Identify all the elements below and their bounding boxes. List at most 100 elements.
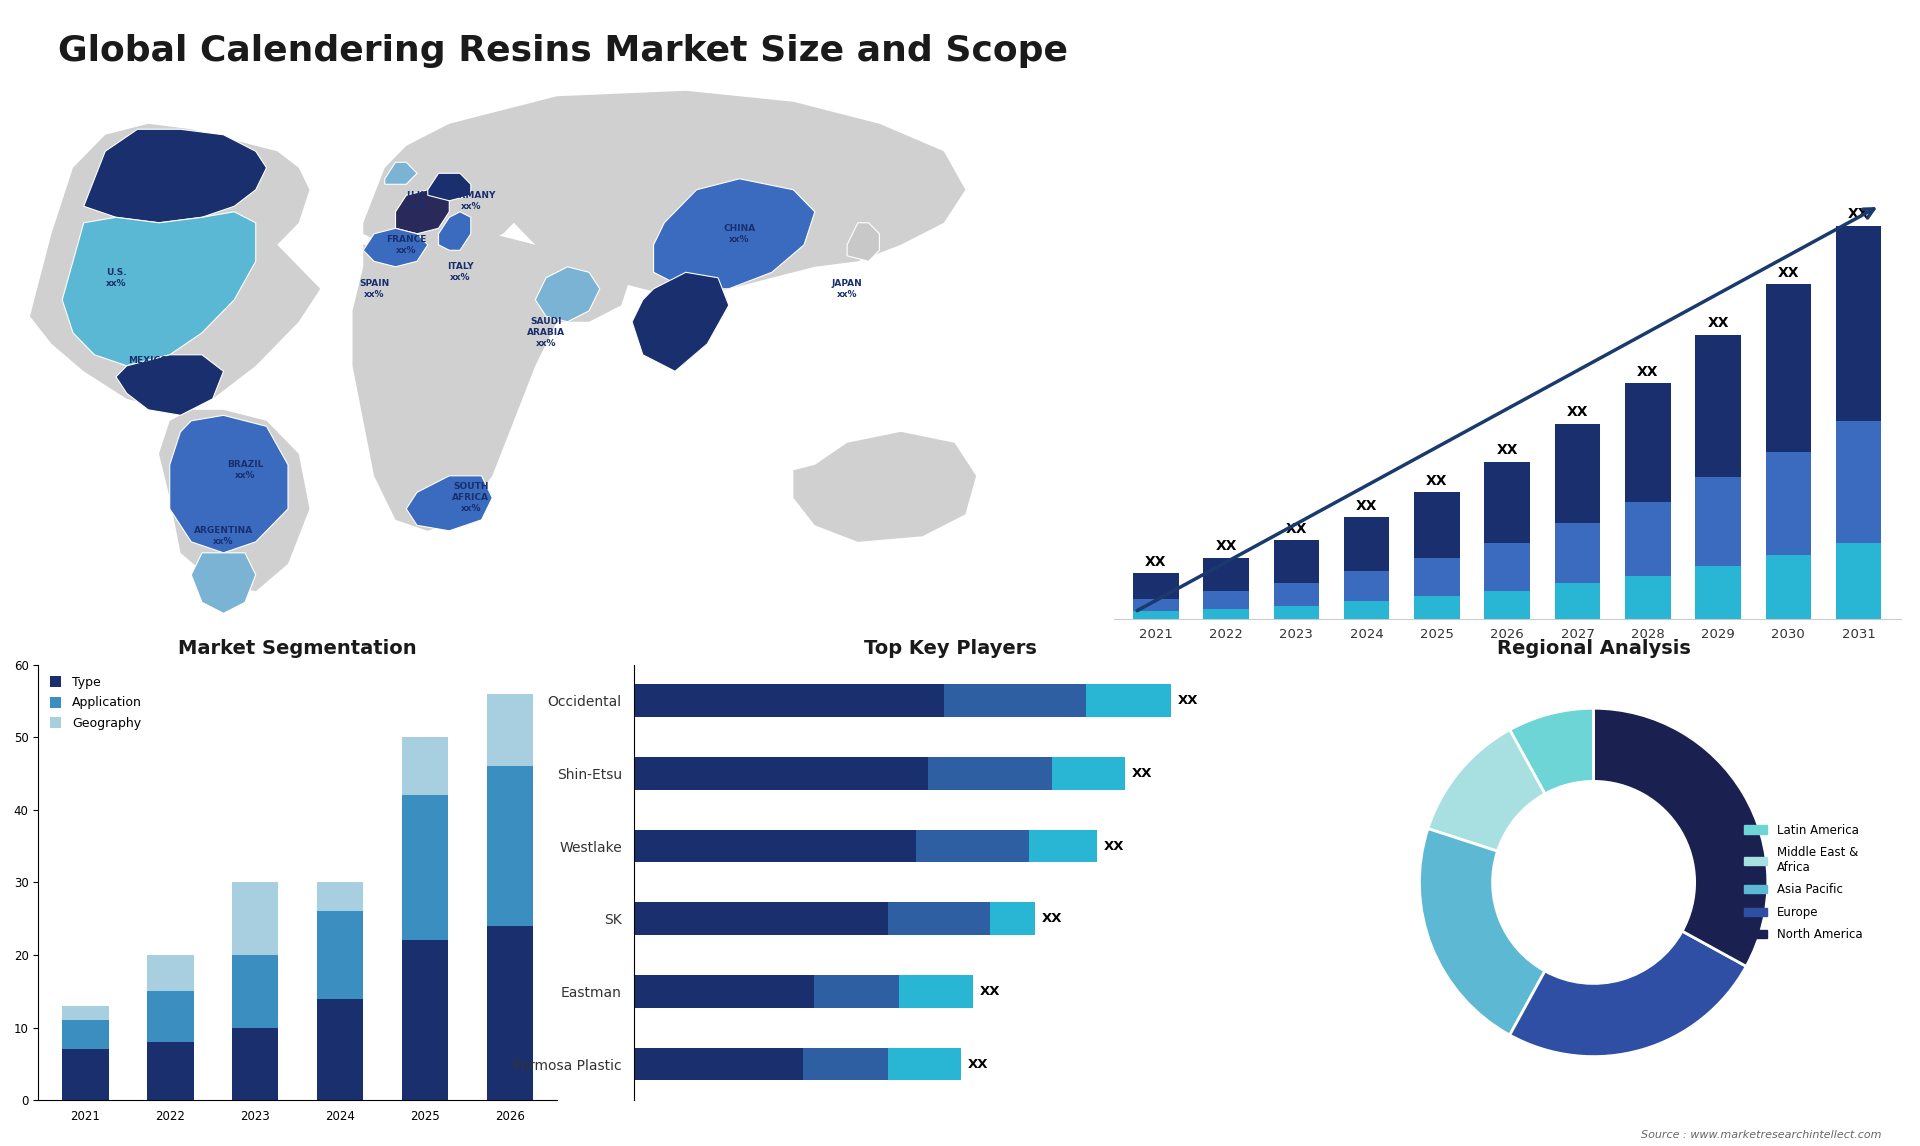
Bar <box>317 882 363 911</box>
Text: MEXICO
xx%: MEXICO xx% <box>129 355 169 376</box>
Text: XX: XX <box>1707 316 1728 330</box>
Text: Source : www.marketresearchintellect.com: Source : www.marketresearchintellect.com <box>1642 1130 1882 1140</box>
Bar <box>146 955 194 991</box>
Polygon shape <box>524 234 632 322</box>
Text: XX: XX <box>1133 767 1152 780</box>
Bar <box>61 1020 109 1050</box>
Text: XX: XX <box>979 984 1000 998</box>
Bar <box>1029 830 1096 863</box>
Text: XX: XX <box>1778 266 1799 280</box>
Bar <box>1624 383 1670 502</box>
Bar <box>1344 571 1390 602</box>
Bar <box>401 941 449 1100</box>
Bar <box>1344 518 1390 571</box>
Bar <box>1273 606 1319 619</box>
Text: INDIA
xx%: INDIA xx% <box>672 333 701 354</box>
Bar <box>1413 492 1459 558</box>
Polygon shape <box>192 552 255 613</box>
Polygon shape <box>438 212 470 250</box>
Bar <box>1204 609 1248 619</box>
Wedge shape <box>1419 829 1546 1035</box>
Bar <box>1204 558 1248 591</box>
Bar <box>1766 452 1811 556</box>
Text: XX: XX <box>1177 694 1198 707</box>
Polygon shape <box>353 234 557 531</box>
Text: SAUDI
ARABIA
xx%: SAUDI ARABIA xx% <box>526 317 564 348</box>
Polygon shape <box>84 129 267 222</box>
Bar <box>989 902 1035 935</box>
Bar <box>1484 591 1530 619</box>
Text: XX: XX <box>1567 405 1588 419</box>
Bar <box>61 1050 109 1100</box>
Bar <box>916 830 1029 863</box>
Text: BRAZIL
xx%: BRAZIL xx% <box>227 461 263 480</box>
Polygon shape <box>159 410 309 591</box>
Polygon shape <box>363 135 536 256</box>
Polygon shape <box>115 355 223 415</box>
Bar <box>1555 523 1601 583</box>
Circle shape <box>1498 786 1690 979</box>
Bar <box>803 1047 887 1081</box>
Bar <box>887 1047 962 1081</box>
Text: XX: XX <box>1144 555 1167 568</box>
Text: GERMANY
xx%: GERMANY xx% <box>445 190 495 211</box>
Text: XX: XX <box>1427 473 1448 487</box>
Bar <box>1695 477 1741 566</box>
Polygon shape <box>632 273 730 371</box>
Bar <box>887 902 989 935</box>
Text: XX: XX <box>1847 207 1870 221</box>
Text: SOUTH
AFRICA
xx%: SOUTH AFRICA xx% <box>453 482 490 513</box>
Bar <box>899 975 973 1007</box>
Bar <box>1133 611 1179 619</box>
Polygon shape <box>536 267 599 322</box>
Bar <box>1695 335 1741 477</box>
Text: XX: XX <box>1356 499 1377 513</box>
Text: XX: XX <box>1286 521 1308 535</box>
Bar <box>486 693 534 767</box>
Bar <box>486 767 534 926</box>
Text: ITALY
xx%: ITALY xx% <box>447 262 474 282</box>
Title: Market Segmentation: Market Segmentation <box>179 638 417 658</box>
Bar <box>1766 284 1811 452</box>
Bar <box>486 926 534 1100</box>
Bar <box>1133 573 1179 598</box>
Text: XX: XX <box>1215 540 1236 554</box>
Text: CHINA
xx%: CHINA xx% <box>724 223 756 244</box>
Polygon shape <box>363 228 428 267</box>
Text: XX: XX <box>1638 364 1659 378</box>
Bar <box>1087 684 1171 717</box>
Bar <box>945 684 1087 717</box>
Bar <box>814 975 899 1007</box>
Bar <box>1273 540 1319 583</box>
Bar <box>634 830 916 863</box>
Text: FRANCE
xx%: FRANCE xx% <box>386 235 426 254</box>
Legend: Latin America, Middle East &
Africa, Asia Pacific, Europe, North America: Latin America, Middle East & Africa, Asi… <box>1740 818 1866 947</box>
Bar <box>1766 556 1811 619</box>
Polygon shape <box>847 222 879 261</box>
Polygon shape <box>396 190 449 234</box>
Wedge shape <box>1428 730 1546 851</box>
Bar <box>1836 421 1882 543</box>
Text: JAPAN
xx%: JAPAN xx% <box>831 278 862 299</box>
Polygon shape <box>793 432 975 542</box>
Bar <box>1204 591 1248 609</box>
Bar <box>634 684 945 717</box>
Text: SPAIN
xx%: SPAIN xx% <box>359 278 390 299</box>
Polygon shape <box>653 179 814 289</box>
Bar <box>634 975 814 1007</box>
Bar <box>927 758 1052 790</box>
Bar <box>146 1042 194 1100</box>
Bar <box>1484 543 1530 591</box>
Text: XX: XX <box>968 1058 989 1070</box>
Bar <box>232 882 278 955</box>
Bar <box>401 737 449 795</box>
Bar <box>634 902 887 935</box>
Text: XX: XX <box>1496 444 1519 457</box>
Bar <box>1273 583 1319 606</box>
Polygon shape <box>407 91 966 300</box>
Bar <box>634 1047 803 1081</box>
Bar <box>1695 566 1741 619</box>
Wedge shape <box>1509 931 1747 1057</box>
Polygon shape <box>31 124 321 410</box>
Bar <box>634 758 927 790</box>
